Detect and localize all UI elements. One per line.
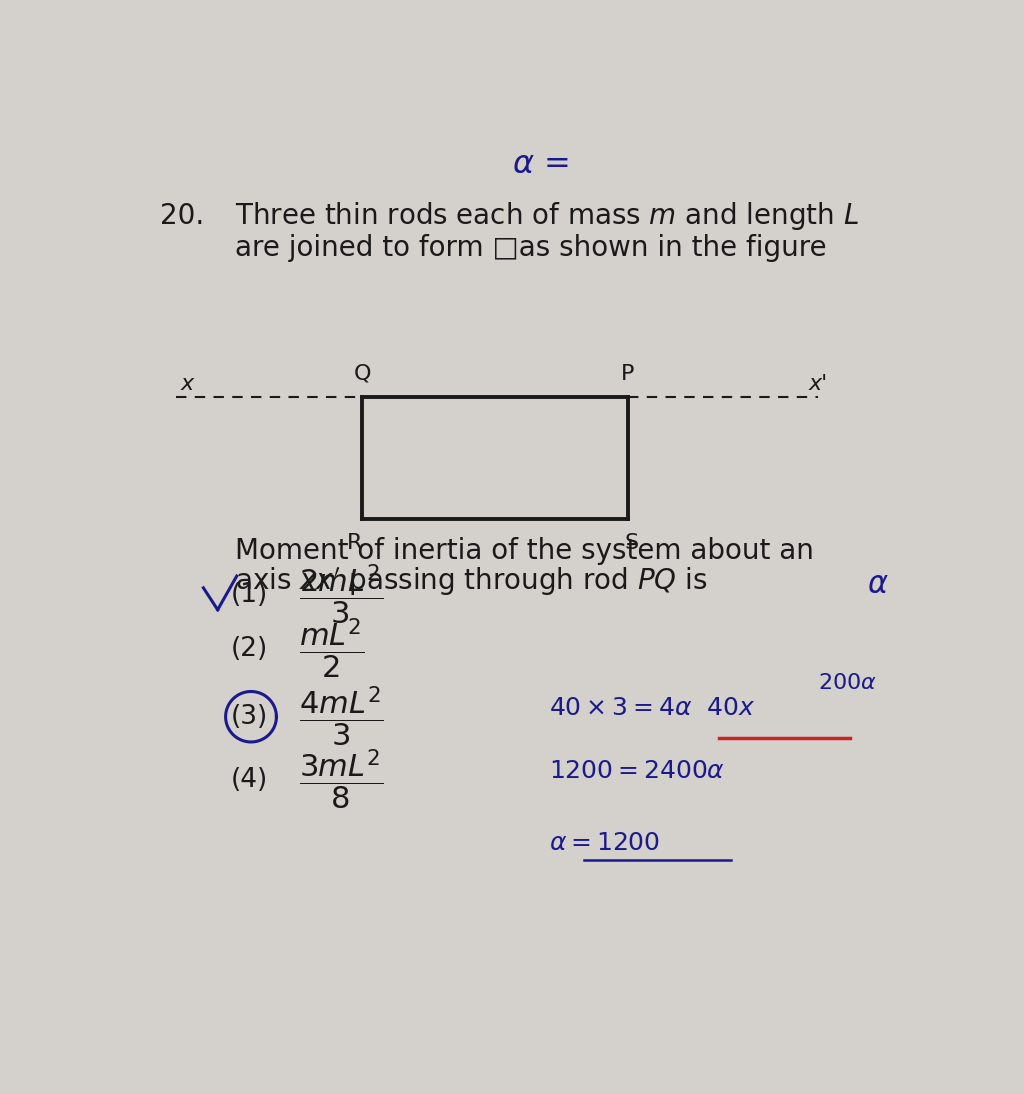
Text: 20.: 20. [160, 201, 204, 230]
Text: axis $xx'$ passing through rod $PQ$ is: axis $xx'$ passing through rod $PQ$ is [236, 566, 708, 598]
Text: x: x [181, 374, 195, 394]
Text: x': x' [809, 374, 828, 394]
Text: $\dfrac{mL^2}{2}$: $\dfrac{mL^2}{2}$ [299, 617, 364, 682]
Text: Three thin rods each of mass $m$ and length $L$: Three thin rods each of mass $m$ and len… [236, 199, 859, 232]
Text: $\alpha$: $\alpha$ [867, 570, 889, 600]
Text: $40\times3 = 4\alpha$  $40x$: $40\times3 = 4\alpha$ $40x$ [549, 696, 755, 720]
Text: S: S [625, 533, 639, 554]
Text: (3): (3) [231, 703, 268, 730]
Text: $\dfrac{4mL^2}{3}$: $\dfrac{4mL^2}{3}$ [299, 685, 383, 748]
Text: $\dfrac{3mL^2}{8}$: $\dfrac{3mL^2}{8}$ [299, 748, 383, 812]
Text: R: R [346, 533, 361, 554]
Text: $\alpha = 1200$: $\alpha = 1200$ [549, 831, 659, 856]
Text: (2): (2) [231, 637, 268, 662]
Text: (4): (4) [231, 767, 268, 793]
Text: Q: Q [353, 364, 371, 384]
Text: $200\alpha$: $200\alpha$ [818, 673, 878, 693]
Text: (1): (1) [231, 582, 268, 607]
Text: $1200=2400\alpha$: $1200=2400\alpha$ [549, 759, 725, 783]
Text: Moment of inertia of the system about an: Moment of inertia of the system about an [236, 537, 814, 565]
Text: $\dfrac{2mL^2}{3}$: $\dfrac{2mL^2}{3}$ [299, 562, 383, 627]
Text: $\alpha$ =: $\alpha$ = [512, 150, 569, 181]
Text: are joined to form □as shown in the figure: are joined to form □as shown in the figu… [236, 233, 826, 261]
Text: P: P [622, 364, 635, 384]
